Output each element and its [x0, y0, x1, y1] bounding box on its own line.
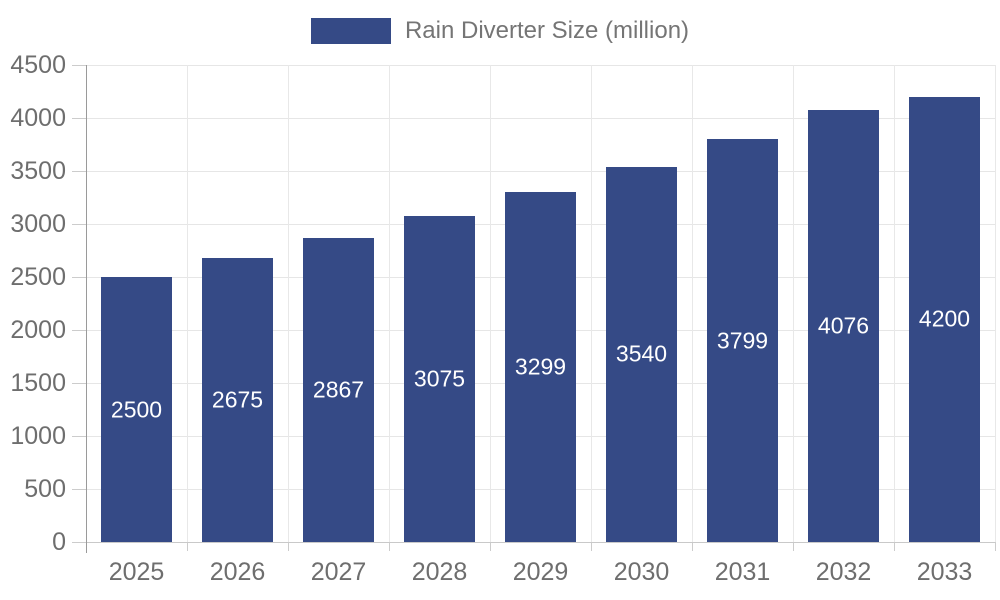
- x-axis-tick: [489, 542, 491, 551]
- bar[interactable]: 2675: [202, 258, 273, 542]
- bar-value-label: 4076: [817, 312, 870, 339]
- x-axis-tick-label: 2032: [815, 558, 872, 586]
- x-axis-tick: [590, 542, 592, 551]
- y-axis-tick-label: 1000: [10, 422, 66, 450]
- x-axis-tick: [287, 542, 289, 551]
- x-axis-tick: [792, 542, 794, 551]
- bar[interactable]: 3540: [606, 166, 677, 542]
- gridline-vertical: [994, 65, 996, 542]
- x-axis-tick-label: 2031: [714, 558, 771, 586]
- x-axis-tick: [994, 542, 996, 551]
- x-axis-tick: [388, 542, 390, 551]
- x-axis-tick-label: 2029: [512, 558, 569, 586]
- gridline-vertical: [691, 65, 693, 542]
- y-axis-tick-label: 500: [24, 475, 66, 503]
- x-axis-tick-label: 2030: [613, 558, 670, 586]
- gridline-horizontal: [86, 170, 995, 172]
- y-axis-tick: [72, 382, 86, 384]
- gridline-vertical: [186, 65, 188, 542]
- bar[interactable]: 2867: [303, 238, 374, 542]
- legend-swatch-icon: [310, 18, 391, 44]
- y-axis-tick-label: 3500: [10, 157, 66, 185]
- bar-value-label: 2867: [312, 376, 365, 403]
- y-axis-tick-label: 0: [52, 528, 66, 556]
- gridline-horizontal: [86, 117, 995, 119]
- gridline-vertical: [893, 65, 895, 542]
- bar-value-label: 2675: [211, 386, 264, 413]
- legend: Rain Diverter Size (million): [0, 17, 1000, 45]
- x-axis-tick-label: 2028: [411, 558, 468, 586]
- bar[interactable]: 3299: [505, 192, 576, 542]
- bar-value-label: 4200: [918, 305, 971, 332]
- y-axis-tick: [72, 541, 86, 543]
- x-axis-tick-label: 2033: [916, 558, 973, 586]
- bar-value-label: 3799: [716, 327, 769, 354]
- gridline-vertical: [590, 65, 592, 542]
- x-axis-tick-label: 2026: [209, 558, 266, 586]
- y-axis-tick-label: 1500: [10, 369, 66, 397]
- y-axis-tick: [72, 223, 86, 225]
- x-axis-tick: [186, 542, 188, 551]
- bar-value-label: 3075: [413, 365, 466, 392]
- x-axis-tick: [893, 542, 895, 551]
- y-axis-line: [85, 65, 87, 553]
- y-axis-tick: [72, 276, 86, 278]
- y-axis-tick-label: 3000: [10, 210, 66, 238]
- y-axis-tick: [72, 329, 86, 331]
- y-axis-tick-label: 4500: [10, 51, 66, 79]
- y-axis-tick: [72, 117, 86, 119]
- y-axis-tick-label: 2000: [10, 316, 66, 344]
- bar[interactable]: 4200: [909, 96, 980, 542]
- y-axis-tick-label: 2500: [10, 263, 66, 291]
- bar[interactable]: 2500: [101, 277, 172, 542]
- y-axis-tick: [72, 435, 86, 437]
- legend-label: Rain Diverter Size (million): [404, 17, 690, 44]
- gridline-vertical: [287, 65, 289, 542]
- legend-item[interactable]: Rain Diverter Size (million): [310, 17, 690, 45]
- bar-value-label: 3299: [514, 353, 567, 380]
- y-axis-tick-label: 4000: [10, 104, 66, 132]
- y-axis-tick: [72, 64, 86, 66]
- x-axis-tick-label: 2027: [310, 558, 367, 586]
- gridline-vertical: [792, 65, 794, 542]
- gridline-horizontal: [86, 64, 995, 66]
- bar-value-label: 3540: [615, 340, 668, 367]
- x-axis-tick: [691, 542, 693, 551]
- bar[interactable]: 3799: [707, 139, 778, 542]
- x-axis-tick-label: 2025: [108, 558, 165, 586]
- bar-value-label: 2500: [110, 396, 163, 422]
- y-axis-tick: [72, 488, 86, 490]
- bar[interactable]: 4076: [808, 109, 879, 542]
- bar[interactable]: 3075: [404, 216, 475, 542]
- x-axis-line: [86, 541, 995, 543]
- y-axis-tick: [72, 170, 86, 172]
- gridline-vertical: [489, 65, 491, 542]
- gridline-vertical: [388, 65, 390, 542]
